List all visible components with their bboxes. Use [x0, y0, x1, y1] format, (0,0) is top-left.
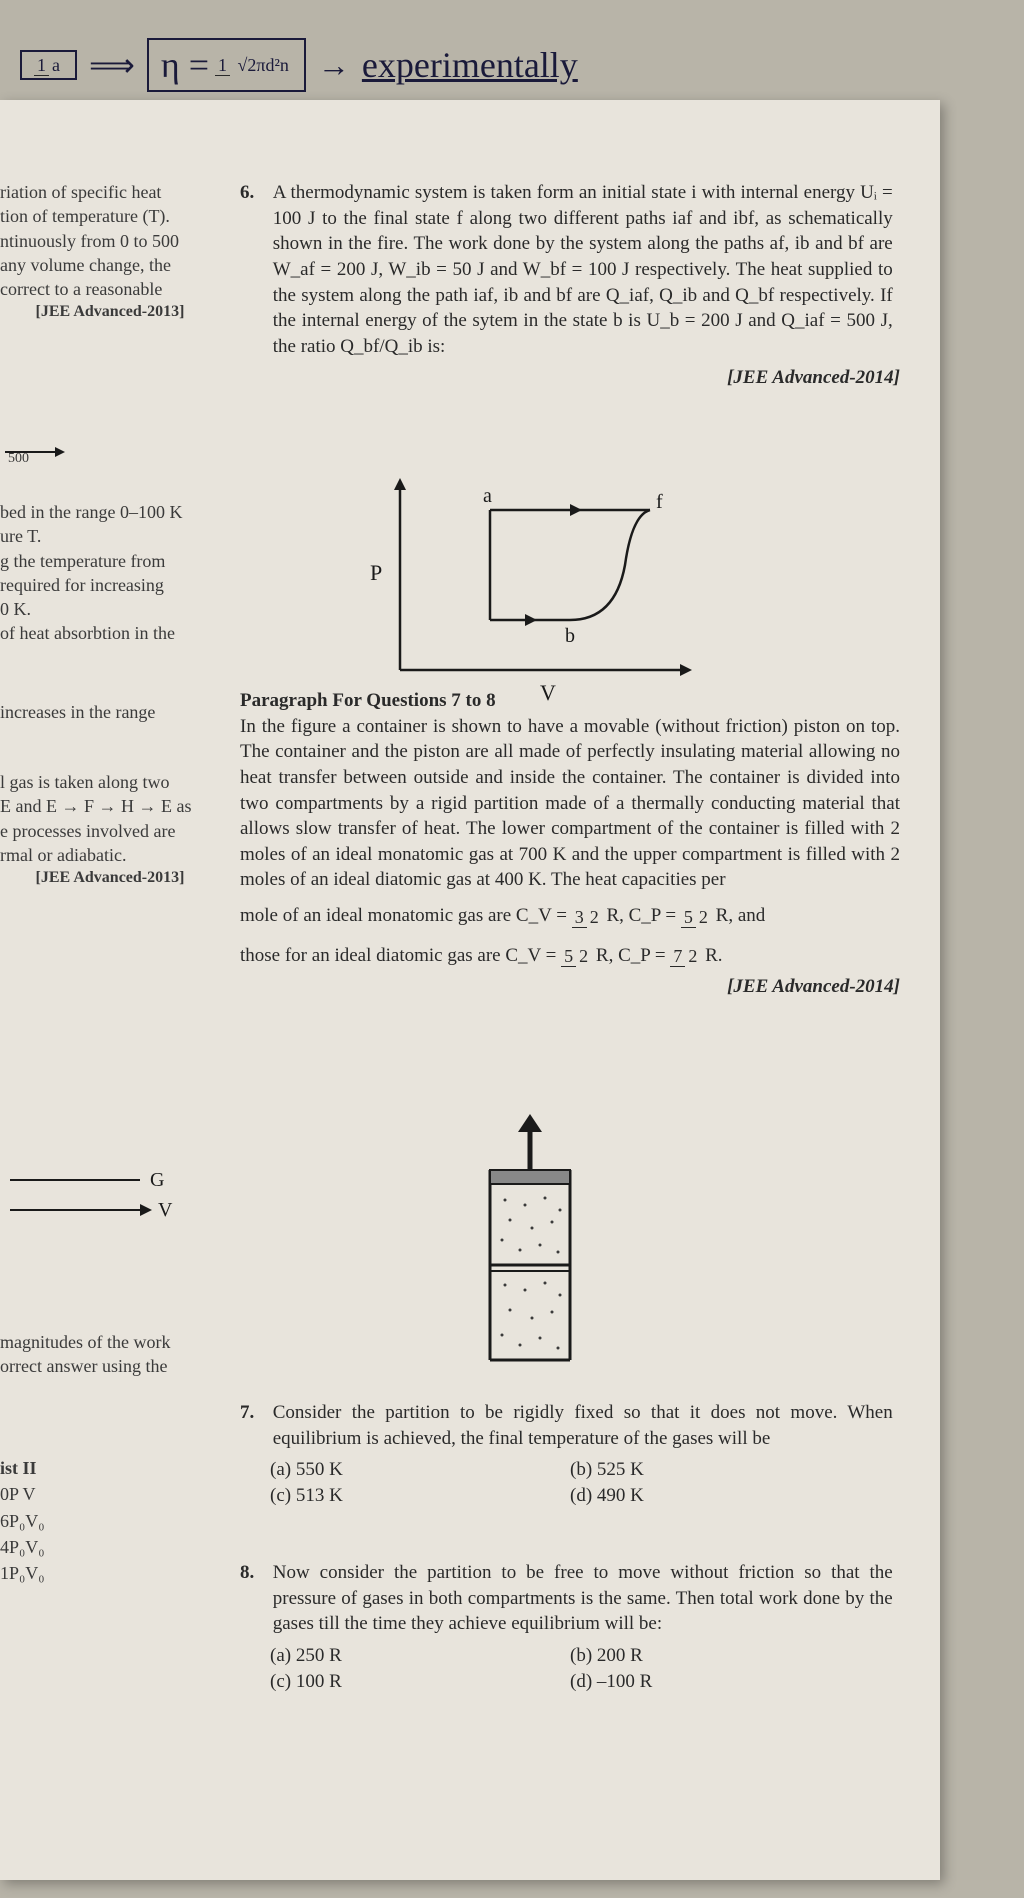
left-g-arrow: G V	[0, 1160, 220, 1230]
q8-options: (a) 250 R (b) 200 R (c) 100 R (d) –100 R	[270, 1643, 900, 1694]
para-text-2: mole of an ideal monatomic gas are C_V =…	[240, 903, 900, 929]
frag-3: ntinuously from 0 to 500	[0, 229, 220, 253]
frag-1: riation of specific heat	[0, 180, 220, 204]
q7-options: (a) 550 K (b) 525 K (c) 513 K (d) 490 K	[270, 1457, 900, 1508]
q8-opt-a: (a) 250 R	[270, 1643, 570, 1669]
list2-head: ist II	[0, 1456, 220, 1480]
hw-box-mid: η = 1 √2πd²n	[147, 38, 306, 92]
q8-opt-c: (c) 100 R	[270, 1669, 570, 1695]
frag-10: 0 K.	[0, 597, 220, 621]
list2-a: 0P V	[0, 1482, 220, 1506]
frag-15: e processes involved are	[0, 819, 220, 843]
q8-opt-d: (d) –100 R	[570, 1669, 870, 1695]
hw-box-left: 1a	[20, 50, 77, 80]
piston-svg	[460, 1110, 600, 1370]
hw-arrow-1: ⟹	[89, 46, 135, 84]
left-frag-block-2: bed in the range 0–100 K ure T. g the te…	[0, 500, 220, 646]
frag-14: E and E → F → H → E as	[0, 794, 220, 818]
ref-left-1: [JEE Advanced-2013]	[0, 301, 220, 323]
list2-b: 6P₀V₀	[0, 1509, 220, 1533]
q8-number: 8.	[240, 1560, 268, 1586]
frag-17: magnitudes of the work	[0, 1330, 220, 1354]
left-frag-block-4: l gas is taken along two E and E → F → H…	[0, 770, 220, 889]
svg-text:f: f	[656, 491, 663, 513]
frag-18: orrect answer using the	[0, 1354, 220, 1378]
frag-7: ure T.	[0, 524, 220, 548]
frag-5: correct to a reasonable	[0, 277, 220, 301]
frag-2: tion of temperature (T).	[0, 204, 220, 228]
frag-8: g the temperature from	[0, 549, 220, 573]
para-ref: [JEE Advanced-2014]	[240, 974, 900, 1000]
left-frag-block-3: increases in the range	[0, 700, 220, 724]
hw-word: experimentally	[362, 44, 578, 86]
para-text-3: those for an ideal diatomic gas are C_V …	[240, 943, 900, 969]
q7-text: Consider the partition to be rigidly fix…	[273, 1400, 893, 1451]
left-list-2: ist II 0P V 6P₀V₀ 4P₀V₀ 1P₀V₀	[0, 1454, 220, 1587]
para-heading: Paragraph For Questions 7 to 8	[240, 688, 900, 714]
list2-d: 1P₀V₀	[0, 1561, 220, 1585]
q8-text: Now consider the partition to be free to…	[273, 1560, 893, 1637]
question-8: 8. Now consider the partition to be free…	[240, 1560, 900, 1694]
q7-opt-a: (a) 550 K	[270, 1457, 570, 1483]
paragraph-7-8: Paragraph For Questions 7 to 8 In the fi…	[240, 680, 900, 1000]
hw-arrow-2: →	[318, 47, 350, 84]
q6-number: 6.	[240, 180, 268, 206]
left-frag-block-1: riation of specific heat tion of tempera…	[0, 180, 220, 323]
left-arrow-500: 500	[0, 440, 220, 489]
question-6: 6. A thermodynamic system is taken form …	[240, 180, 900, 391]
svg-text:P: P	[370, 560, 382, 585]
frag-9: required for increasing	[0, 573, 220, 597]
arrow-500-label: 500	[8, 451, 29, 466]
frag-13: l gas is taken along two	[0, 770, 220, 794]
q7-opt-d: (d) 490 K	[570, 1483, 870, 1509]
q6-text: A thermodynamic system is taken form an …	[273, 180, 893, 359]
ref-left-2: [JEE Advanced-2013]	[0, 867, 220, 889]
svg-text:b: b	[565, 625, 575, 647]
q7-opt-b: (b) 525 K	[570, 1457, 870, 1483]
list2-c: 4P₀V₀	[0, 1535, 220, 1559]
q8-opt-b: (b) 200 R	[570, 1643, 870, 1669]
frag-4: any volume change, the	[0, 253, 220, 277]
q7-opt-c: (c) 513 K	[270, 1483, 570, 1509]
hw-num: 1	[215, 55, 230, 76]
q7-number: 7.	[240, 1400, 268, 1426]
hw-den: √2πd²n	[235, 55, 292, 75]
q6-ref: [JEE Advanced-2014]	[240, 365, 900, 391]
svg-text:G: G	[150, 1169, 164, 1191]
frag-16: rmal or adiabatic.	[0, 843, 220, 867]
gv-arrows-icon: G V	[0, 1160, 180, 1230]
handwriting-strip: 1a ⟹ η = 1 √2πd²n → experimentally	[20, 20, 920, 110]
hw-frac-left: 1	[34, 55, 49, 76]
frag-12: increases in the range	[0, 700, 220, 724]
frag-11: of heat absorbtion in the	[0, 621, 220, 645]
svg-text:V: V	[158, 1199, 173, 1221]
question-7: 7. Consider the partition to be rigidly …	[240, 1400, 900, 1509]
piston-diagram	[460, 1110, 1024, 1370]
svg-text:a: a	[483, 485, 492, 507]
textbook-page: riation of specific heat tion of tempera…	[0, 100, 940, 1880]
pv-diagram-svg: P V a f b	[340, 470, 700, 710]
frag-6: bed in the range 0–100 K	[0, 500, 220, 524]
hw-eta: η =	[161, 44, 209, 86]
para-text-1: In the figure a container is shown to ha…	[240, 714, 900, 893]
pv-diagram: P V a f b	[340, 470, 1000, 710]
left-frag-block-5: magnitudes of the work orrect answer usi…	[0, 1330, 220, 1379]
